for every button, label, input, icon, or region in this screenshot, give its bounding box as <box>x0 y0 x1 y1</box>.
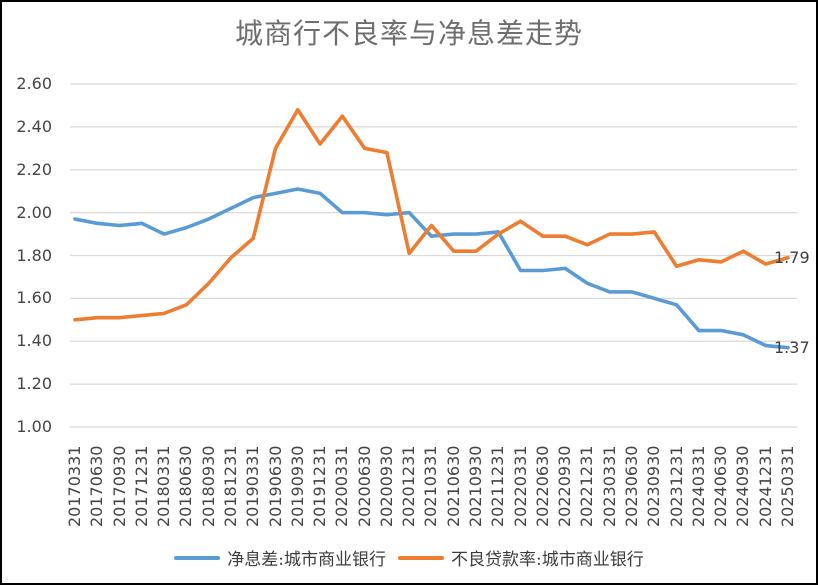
x-axis-tick-label: 20190331 <box>243 445 263 527</box>
x-axis-tick-label: 20210930 <box>466 445 486 527</box>
y-axis-tick-label: 2.40 <box>16 116 52 136</box>
y-axis-tick-label: 2.20 <box>16 159 52 179</box>
series-line-1 <box>73 107 790 322</box>
x-axis-tick-label: 20220930 <box>555 445 575 527</box>
x-axis-tick-label: 20171231 <box>131 445 151 527</box>
series-line-0 <box>73 187 790 350</box>
legend-line-swatch-npl <box>398 555 444 560</box>
y-axis-tick-label: 1.00 <box>16 417 52 436</box>
x-axis-tick-label: 20190630 <box>265 445 285 527</box>
x-axis-tick-label: 20201231 <box>399 445 419 527</box>
y-axis-tick-label: 1.80 <box>16 245 52 265</box>
legend: 净息差:城市商业银行 不良贷款率:城市商业银行 <box>2 545 816 570</box>
chart-title: 城商行不良率与净息差走势 <box>234 17 583 50</box>
x-axis-tick-label: 20220630 <box>532 445 552 527</box>
y-axis-tick-label: 1.60 <box>16 288 52 308</box>
y-axis-tick-label: 1.40 <box>16 331 52 351</box>
x-axis-tick-label: 20190930 <box>287 445 307 527</box>
x-axis-tick-label: 20200930 <box>376 445 396 527</box>
x-axis-tick-label: 20240630 <box>711 445 731 527</box>
legend-item-npl: 不良贷款率:城市商业银行 <box>398 545 644 570</box>
y-axis-tick-label: 2.60 <box>16 74 52 93</box>
x-axis-tick-label: 20180630 <box>176 445 196 527</box>
x-axis-tick-label: 20221231 <box>577 445 597 527</box>
x-axis-tick-label: 20191231 <box>310 445 330 527</box>
x-axis-tick-label: 20200331 <box>332 445 352 527</box>
x-axis-tick-label: 20210331 <box>421 445 441 527</box>
x-axis-tick-label: 20200630 <box>354 445 374 527</box>
x-axis-tick-label: 20180930 <box>198 445 218 527</box>
x-axis-tick-label: 20240930 <box>733 445 753 527</box>
x-axis-tick-label: 20170630 <box>87 445 107 527</box>
legend-line-swatch-nim <box>174 555 221 560</box>
x-axis-tick-label: 20211231 <box>488 445 508 527</box>
legend-item-nim: 净息差:城市商业银行 <box>174 545 386 570</box>
x-axis-tick-label: 20180331 <box>154 445 174 527</box>
x-axis-tick-label: 20181231 <box>220 445 240 527</box>
x-axis-tick-label: 20230630 <box>622 445 641 527</box>
x-axis-tick-label: 20241231 <box>755 445 775 527</box>
x-axis-tick-label: 20170331 <box>65 445 84 527</box>
x-axis-tick-label: 20210630 <box>443 445 463 527</box>
series-end-label: 1.37 <box>774 337 810 357</box>
legend-label-nim: 净息差:城市商业银行 <box>227 550 386 570</box>
x-axis-tick-label: 20231231 <box>666 445 686 527</box>
legend-label-npl: 不良贷款率:城市商业银行 <box>451 550 644 570</box>
x-axis-tick-label: 20170930 <box>109 445 129 527</box>
x-axis-tick-label: 20230930 <box>644 445 664 527</box>
x-axis-tick-label: 20250331 <box>777 445 797 527</box>
x-axis-tick-label: 20230331 <box>599 445 619 527</box>
y-axis-tick-label: 2.00 <box>16 202 52 222</box>
y-axis-tick-label: 1.20 <box>16 374 52 394</box>
series-end-label: 1.79 <box>774 247 810 267</box>
x-axis-tick-label: 20240331 <box>688 445 708 527</box>
x-axis-tick-label: 20220331 <box>510 445 530 527</box>
